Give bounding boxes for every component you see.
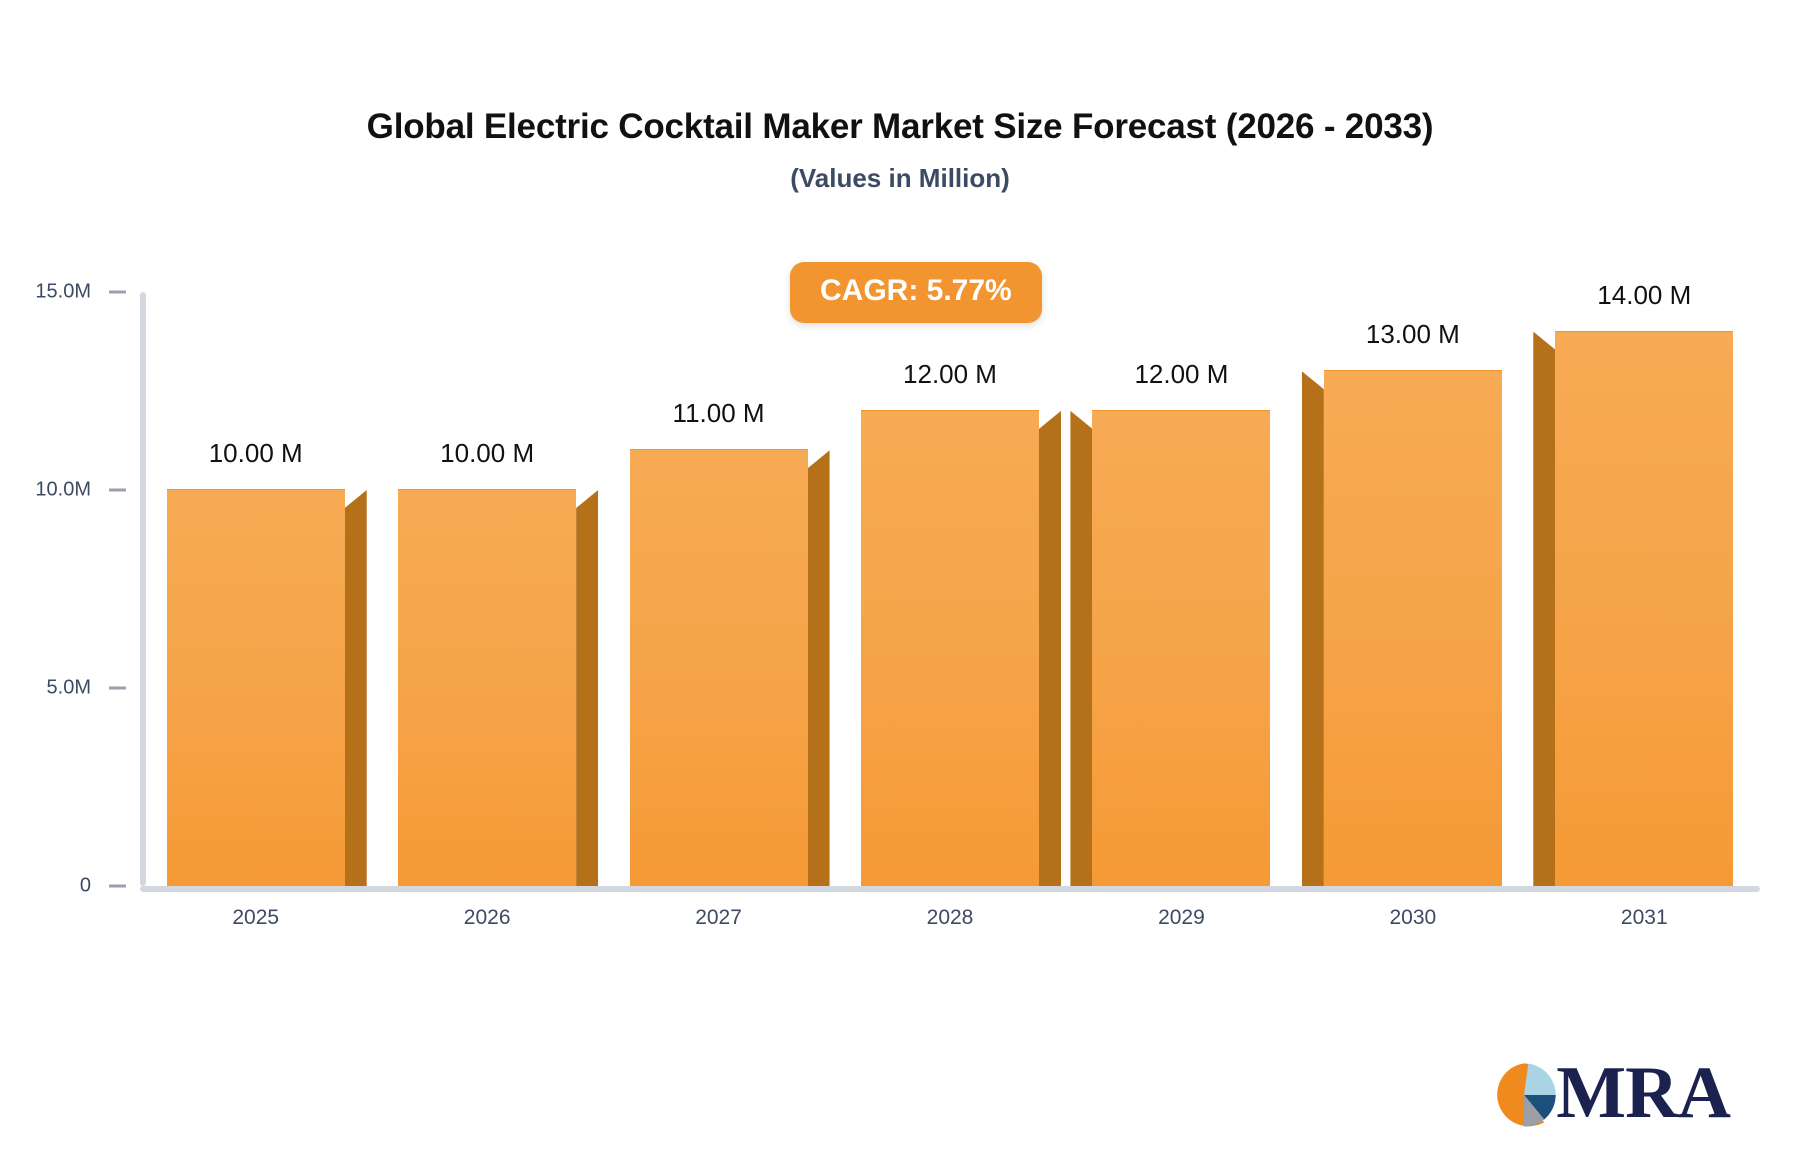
bar-front-face	[1555, 330, 1734, 886]
y-axis-tick: 5.0M	[47, 677, 140, 700]
x-axis-label: 2028	[926, 906, 974, 929]
y-axis-tick-label: 0	[79, 874, 91, 897]
pie-chart-logo-icon	[1497, 1063, 1556, 1127]
bar-value-label: 12.00 M	[903, 358, 997, 389]
bar-group: 14.00 M	[1533, 282, 1734, 886]
bar-side-face	[1533, 331, 1556, 886]
bar-side-face	[1070, 410, 1093, 886]
logo-text: MRA	[1556, 1052, 1731, 1134]
y-axis-tick: 15.0M	[35, 281, 140, 304]
x-axis-label: 2029	[1158, 906, 1205, 929]
y-axis-tick-mark	[109, 290, 126, 294]
bar-value-label: 13.00 M	[1365, 319, 1460, 350]
bar-side-face	[344, 490, 367, 886]
chart-subtitle: (Values in Million)	[790, 162, 1010, 193]
bar-side-face	[807, 450, 830, 886]
y-axis-tick: 10.0M	[35, 479, 140, 502]
x-axis-label: 2025	[232, 906, 280, 929]
y-axis-tick-mark	[109, 488, 126, 492]
bar-group: 12.00 M	[1070, 361, 1271, 886]
page-title: Global Electric Cocktail Maker Market Si…	[366, 107, 1434, 146]
bars-layer: 10.00 M 10.00 M 11.00 M 12.00 M 12.00 M 13.00…	[140, 282, 1760, 886]
x-axis-line	[140, 886, 1760, 892]
bar-value-label: 10.00 M	[440, 438, 535, 468]
bar-front-face	[166, 489, 345, 886]
bar-front-face	[1092, 409, 1271, 886]
y-axis-tick-mark	[109, 884, 126, 888]
title-block: Global Electric Cocktail Maker Market Si…	[0, 107, 1800, 193]
x-axis-label: 2031	[1620, 906, 1668, 929]
x-axis-label: 2030	[1389, 906, 1437, 929]
x-axis-label: 2026	[463, 906, 511, 929]
x-axis-label: 2027	[695, 906, 742, 929]
plot-area: 15.0M 10.0M 5.0M 0 10.00 M 10.00 M 11.00 M 12.…	[35, 281, 1760, 897]
y-axis-tick: 0	[80, 875, 140, 898]
bar-side-face	[1301, 371, 1324, 886]
bar-front-face	[1323, 370, 1502, 886]
bar-value-label: 11.00 M	[672, 398, 765, 429]
bar-front-face	[861, 409, 1039, 886]
cagr-badge: CAGR: 5.77%	[790, 262, 1042, 323]
y-axis-tick-label: 5.0M	[46, 676, 91, 699]
bar-front-face	[629, 449, 808, 886]
bar-group: 10.00 M	[398, 440, 599, 886]
bar-side-face	[1039, 410, 1061, 886]
bar-group: 11.00 M	[629, 400, 830, 886]
bar-group: 10.00 M	[166, 440, 367, 886]
bar-group: 13.00 M	[1301, 321, 1502, 886]
bar-value-label: 10.00 M	[208, 438, 303, 468]
y-axis-tick-label: 15.0M	[35, 280, 91, 303]
y-axis-tick-label: 10.0M	[35, 478, 91, 501]
bar-value-label: 12.00 M	[1134, 358, 1229, 389]
bar-value-label: 14.00 M	[1597, 279, 1692, 310]
brand-logo: MRA	[1488, 1052, 1731, 1134]
bar-group: 12.00 M	[861, 361, 1061, 886]
y-axis-tick-mark	[109, 686, 126, 690]
bar-front-face	[398, 489, 577, 886]
y-axis-line	[140, 292, 146, 886]
x-axis-labels: 2025 2026 2027 2028 2029 2030 2031	[140, 906, 1760, 946]
bar-side-face	[576, 490, 599, 886]
